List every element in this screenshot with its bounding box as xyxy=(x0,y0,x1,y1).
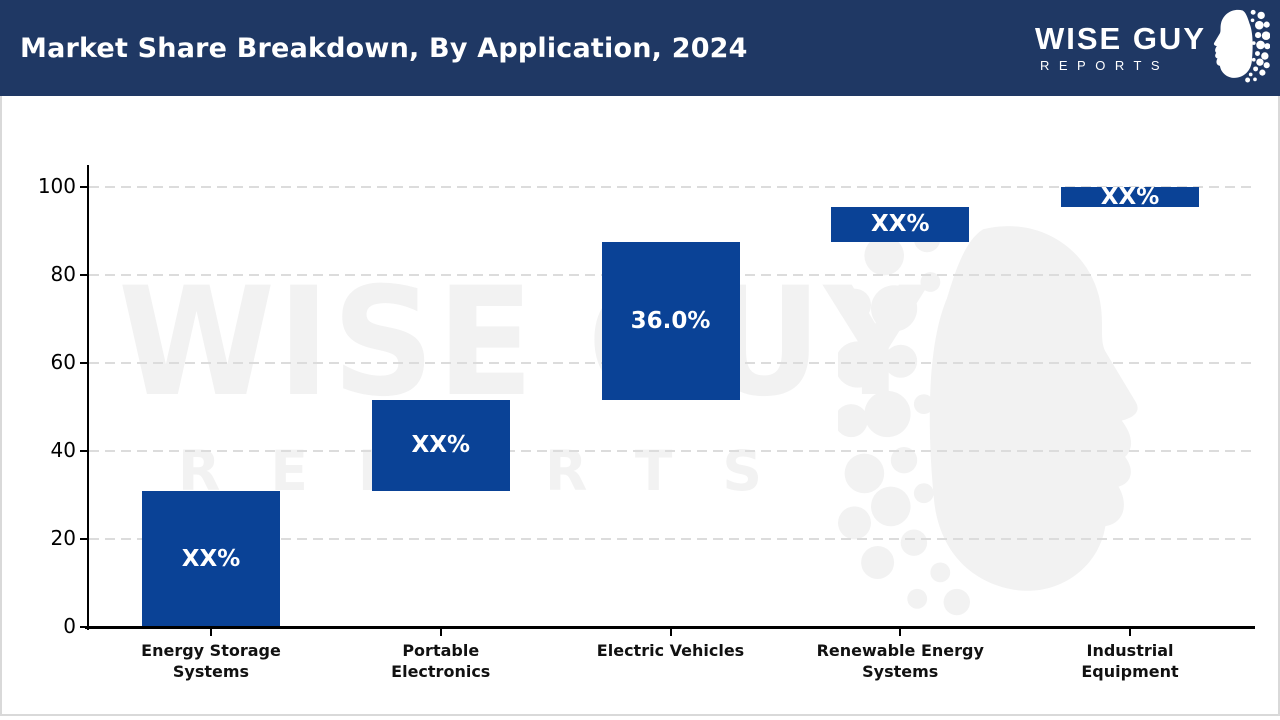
category-label-line: Electronics xyxy=(391,662,491,681)
category-label-line: Electric Vehicles xyxy=(596,641,745,660)
y-tick-label-40: 40 xyxy=(50,438,76,462)
category-label-line: Systems xyxy=(172,662,250,681)
y-axis xyxy=(87,165,89,630)
wiseguy-logo: WISE GUY REPORTS xyxy=(1035,8,1270,88)
category-label-1: Portable Electronics xyxy=(321,640,561,682)
bar-portable-electronics: XX% xyxy=(371,400,510,491)
x-axis xyxy=(85,626,1255,629)
left-border xyxy=(0,96,2,716)
bar-value-label: XX% xyxy=(1100,183,1160,210)
watermark-wiseguy-text: WISE GUY xyxy=(118,256,929,430)
chart-title: Market Share Breakdown, By Application, … xyxy=(20,32,748,64)
bar-electric-vehicles: 36.0% xyxy=(601,242,740,401)
category-label-2: Electric Vehicles xyxy=(551,640,791,661)
right-border xyxy=(1278,96,1280,716)
y-tick-mark-0 xyxy=(80,626,87,628)
bar-industrial-equipment: XX% xyxy=(1061,183,1199,210)
category-label-4: Industrial Equipment xyxy=(1010,640,1250,682)
bar-value-label: XX% xyxy=(411,432,470,459)
y-tick-mark-100 xyxy=(80,186,87,188)
bar-renewable-energy-systems: XX% xyxy=(831,206,970,242)
logo-wordmark: WISE GUY REPORTS xyxy=(1035,23,1206,73)
bar-energy-storage-systems: XX% xyxy=(142,490,280,627)
x-tick-mark xyxy=(669,629,672,636)
gridline-100 xyxy=(89,186,1255,188)
category-label-line: Industrial xyxy=(1086,641,1174,660)
y-tick-mark-40 xyxy=(80,450,87,452)
x-tick-mark xyxy=(439,629,442,636)
category-label-line: Systems xyxy=(862,662,939,681)
gridline-20 xyxy=(89,538,1255,540)
bar-value-label: XX% xyxy=(181,545,241,572)
chart-area: WISE GUY REPORTS 020406080100XX%XX%36.0%… xyxy=(0,96,1280,720)
wiseguy-face-icon xyxy=(1213,9,1270,83)
category-label-line: Renewable Energy xyxy=(816,641,984,660)
x-tick-mark xyxy=(210,629,212,636)
y-tick-label-80: 80 xyxy=(50,262,76,286)
category-label-line: Portable xyxy=(402,641,480,660)
y-tick-label-100: 100 xyxy=(37,174,76,198)
category-label-line: Energy Storage xyxy=(141,641,281,660)
y-tick-label-0: 0 xyxy=(63,614,76,638)
x-tick-mark xyxy=(1129,629,1131,636)
category-label-0: Energy Storage Systems xyxy=(91,640,331,682)
logo-wiseguy-text: WISE GUY xyxy=(1034,21,1206,57)
category-label-3: Renewable Energy Systems xyxy=(780,640,1020,682)
header: Market Share Breakdown, By Application, … xyxy=(0,0,1280,96)
category-label-line: Equipment xyxy=(1081,662,1179,681)
x-tick-mark xyxy=(899,629,902,636)
gridline-40 xyxy=(89,450,1255,452)
y-tick-label-20: 20 xyxy=(50,526,76,550)
bar-value-label: 36.0% xyxy=(630,308,711,335)
watermark-face-icon xyxy=(838,225,1138,616)
bar-value-label: XX% xyxy=(870,211,930,238)
y-tick-mark-60 xyxy=(80,362,87,364)
logo-reports-text: REPORTS xyxy=(1039,57,1170,73)
y-tick-mark-20 xyxy=(80,538,87,540)
y-tick-mark-80 xyxy=(80,274,87,276)
y-tick-label-60: 60 xyxy=(50,350,76,374)
bottom-border xyxy=(0,714,1280,716)
